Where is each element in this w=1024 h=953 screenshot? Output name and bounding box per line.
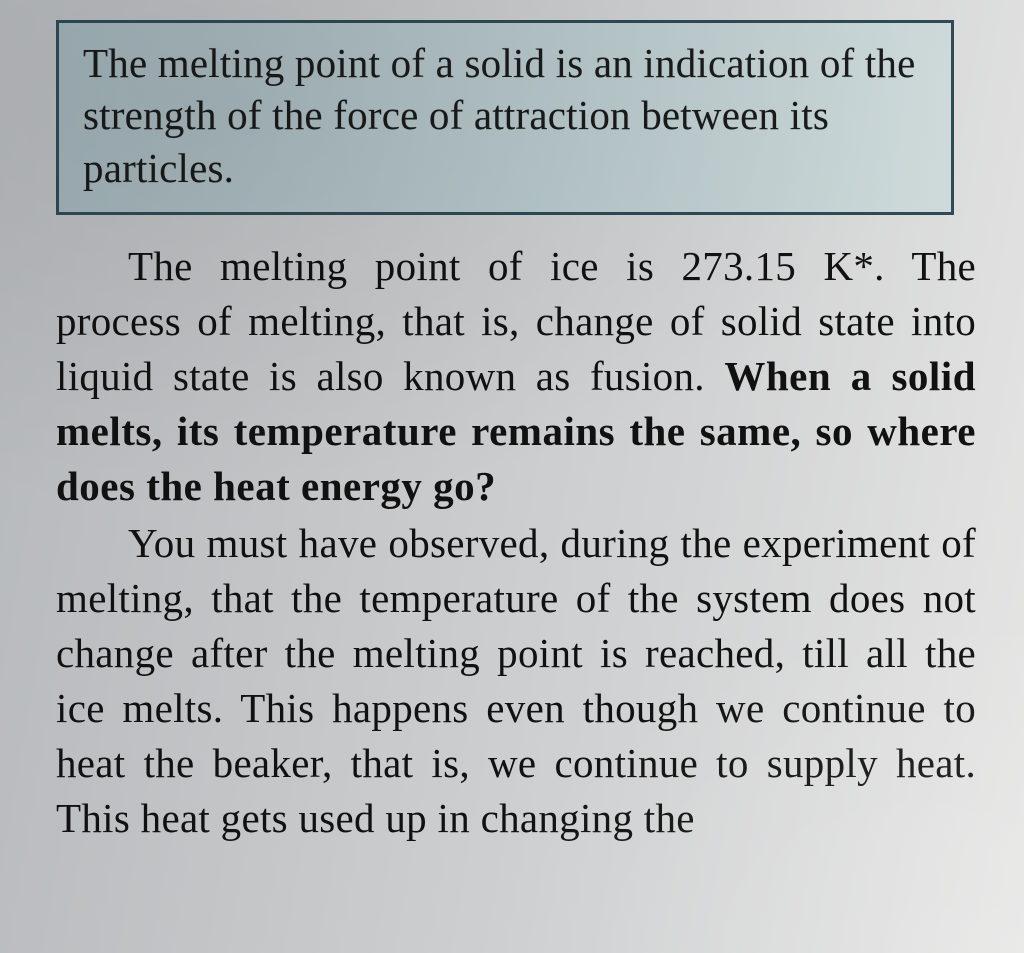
body-text-block: The melting point of ice is 273.15 K*. T… — [50, 239, 994, 845]
highlight-box-text: The melting point of a solid is an indic… — [83, 40, 916, 191]
highlight-box: The melting point of a solid is an indic… — [56, 20, 954, 215]
paragraph-2: You must have observed, during the exper… — [56, 516, 976, 846]
paragraph-1: The melting point of ice is 273.15 K*. T… — [56, 239, 976, 514]
